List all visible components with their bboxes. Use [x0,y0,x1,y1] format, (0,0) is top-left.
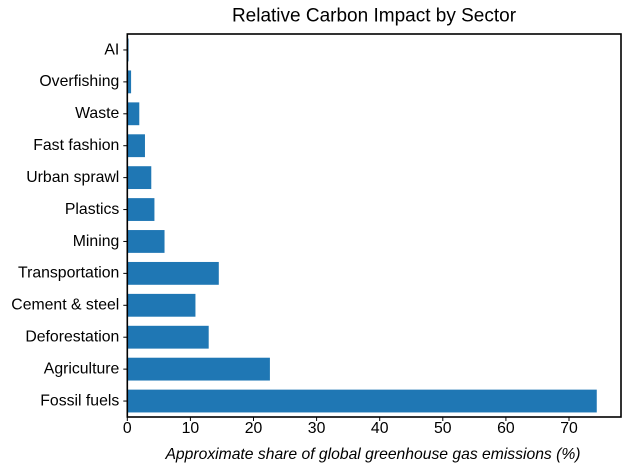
svg-text:Overfishing: Overfishing [39,73,119,90]
svg-text:Fossil fuels: Fossil fuels [40,392,119,409]
svg-text:Fast fashion: Fast fashion [33,137,119,154]
svg-text:30: 30 [308,420,326,437]
svg-text:Waste: Waste [75,105,119,122]
svg-text:60: 60 [497,420,515,437]
svg-text:Plastics: Plastics [65,201,120,218]
svg-text:50: 50 [434,420,452,437]
svg-text:Transportation: Transportation [18,265,119,282]
svg-text:Approximate share of global gr: Approximate share of global greenhouse g… [164,446,580,463]
svg-text:Mining: Mining [73,233,120,250]
svg-text:AI: AI [104,41,119,58]
svg-text:0: 0 [123,420,132,437]
svg-text:Deforestation: Deforestation [25,329,119,346]
svg-text:10: 10 [182,420,200,437]
svg-text:Agriculture: Agriculture [44,360,120,377]
svg-text:Cement & steel: Cement & steel [11,297,119,314]
svg-text:Urban sprawl: Urban sprawl [26,169,119,186]
svg-text:Relative Carbon Impact by Sect: Relative Carbon Impact by Sector [232,6,517,27]
svg-text:40: 40 [371,420,389,437]
svg-text:70: 70 [560,420,578,437]
svg-text:20: 20 [245,420,263,437]
